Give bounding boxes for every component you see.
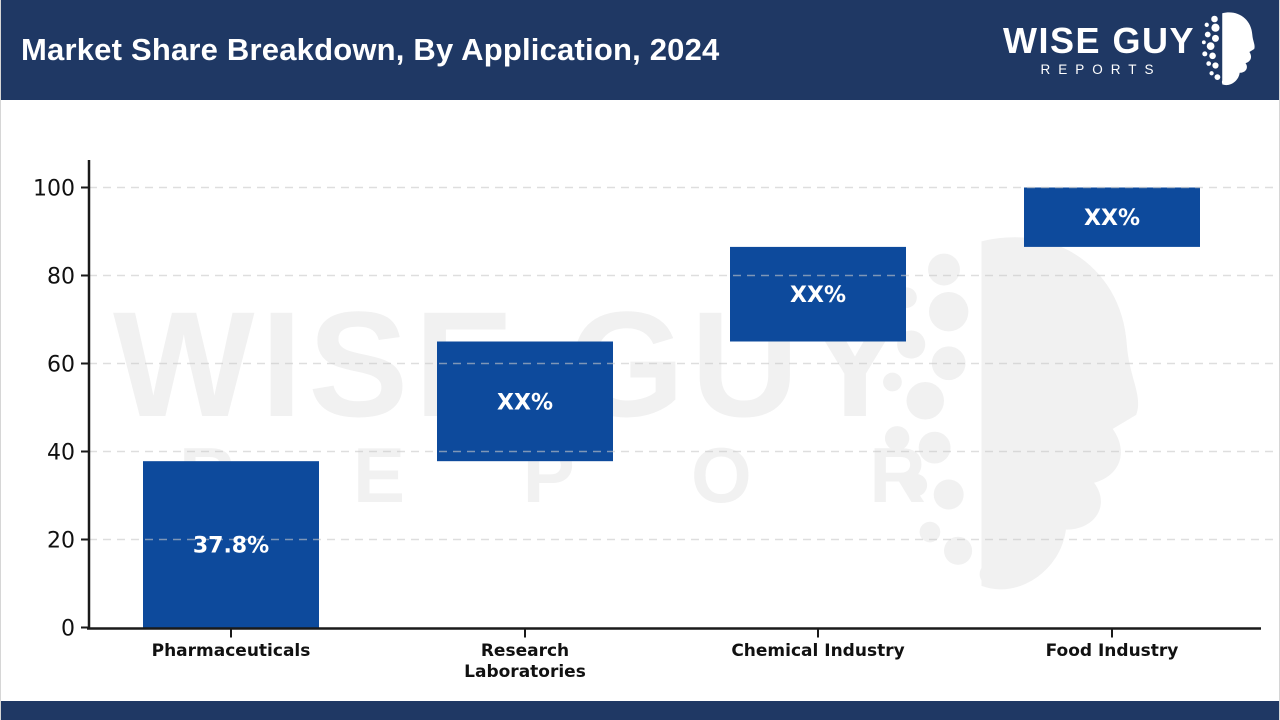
category-label: Food Industry xyxy=(1046,641,1179,661)
wiseguy-logo: WISE GUY REPORTS xyxy=(1003,9,1261,91)
bar-value-label: XX% xyxy=(790,283,846,308)
y-tick-label: 60 xyxy=(47,353,75,378)
category-label: Laboratories xyxy=(464,662,586,682)
y-tick-label: 100 xyxy=(33,177,75,202)
category-label: Research xyxy=(481,641,569,661)
bar-segment-1 xyxy=(143,461,319,628)
y-tick-label: 40 xyxy=(47,441,75,466)
chart-title: Market Share Breakdown, By Application, … xyxy=(21,32,720,67)
category-label: Pharmaceuticals xyxy=(152,641,311,661)
footer-bar xyxy=(1,701,1279,720)
bar-segment-2 xyxy=(437,341,613,462)
y-tick-label: 80 xyxy=(47,265,75,290)
y-tick-label: 20 xyxy=(47,529,75,554)
bar-segment-3 xyxy=(730,246,906,342)
header-bar: Market Share Breakdown, By Application, … xyxy=(1,0,1279,100)
bar-value-label: 37.8% xyxy=(193,533,269,558)
logo-face-icon xyxy=(1201,12,1255,86)
y-tick-label: 0 xyxy=(61,617,75,642)
bar-value-label: XX% xyxy=(497,390,553,415)
category-label: Chemical Industry xyxy=(731,641,904,661)
logo-reports-text: REPORTS xyxy=(1040,62,1162,78)
bar-value-label: XX% xyxy=(1084,206,1140,231)
logo-wiseguy-text: WISE GUY xyxy=(1002,20,1195,62)
bar-segment-4 xyxy=(1024,187,1200,247)
